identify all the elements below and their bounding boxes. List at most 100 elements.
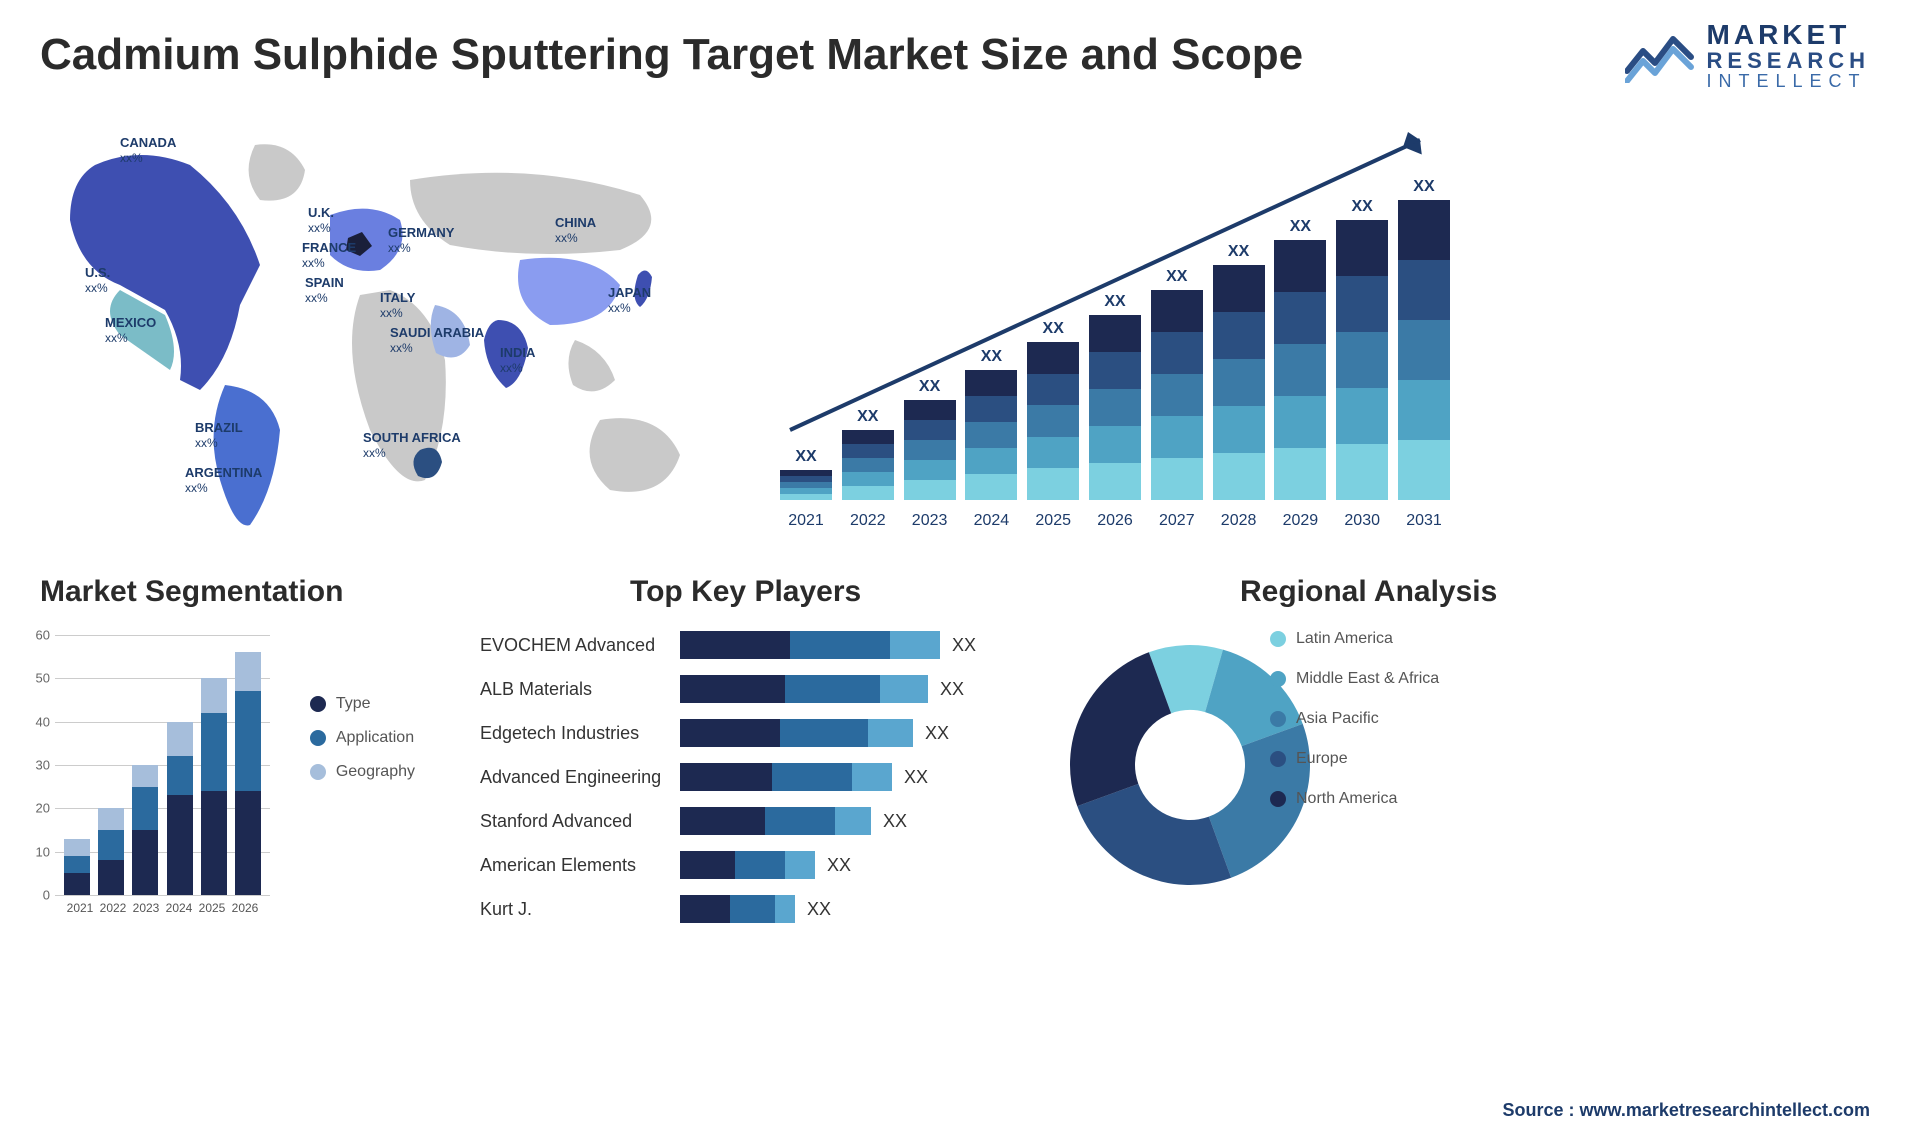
seg-bar <box>201 678 227 895</box>
growth-xtick: 2028 <box>1213 512 1265 530</box>
seg-xtick: 2025 <box>195 901 229 915</box>
growth-bar: XX <box>1151 268 1203 500</box>
seg-xtick: 2023 <box>129 901 163 915</box>
growth-bar: XX <box>1398 178 1450 500</box>
seg-xtick: 2024 <box>162 901 196 915</box>
growth-xtick: 2031 <box>1398 512 1450 530</box>
seg-bar <box>98 808 124 895</box>
seg-bar <box>64 839 90 895</box>
seg-ytick: 30 <box>20 758 50 773</box>
growth-chart: XX XX XX XX XX XX XX XX XX XX XX 2021 2022 2023 2024 2… <box>780 130 1450 530</box>
world-map: CANADAxx% U.S.xx% MEXICOxx% BRAZILxx% ARGENT… <box>30 110 730 550</box>
keyplayer-value: XX <box>925 723 949 744</box>
segmentation-chart: 0102030405060 202120222023202420252026 T… <box>20 625 420 925</box>
growth-bar: XX <box>1027 320 1079 500</box>
keyplayer-label: EVOCHEM Advanced <box>480 635 680 656</box>
keyplayer-row: Edgetech Industries XX <box>480 713 1000 753</box>
seg-xtick: 2026 <box>228 901 262 915</box>
seg-legend-item: Application <box>310 729 415 747</box>
growth-xtick: 2024 <box>965 512 1017 530</box>
seg-bar <box>235 652 261 895</box>
keyplayer-label: Kurt J. <box>480 899 680 920</box>
growth-bar-value: XX <box>1166 268 1187 286</box>
map-label: GERMANYxx% <box>388 225 454 255</box>
keyplayer-value: XX <box>952 635 976 656</box>
keyplayer-row: Advanced Engineering XX <box>480 757 1000 797</box>
growth-bar-value: XX <box>1228 243 1249 261</box>
seg-ytick: 10 <box>20 844 50 859</box>
keyplayers-chart: EVOCHEM AdvancedXXALB MaterialsXXEdgetec… <box>480 625 1000 965</box>
growth-bar-value: XX <box>1104 293 1125 311</box>
growth-bar-value: XX <box>1352 198 1373 216</box>
growth-bar-value: XX <box>919 378 940 396</box>
seg-ytick: 60 <box>20 628 50 643</box>
seg-ytick: 20 <box>20 801 50 816</box>
growth-bar: XX <box>1089 293 1141 500</box>
regional-legend-item: Middle East & Africa <box>1270 670 1439 688</box>
map-label: ARGENTINAxx% <box>185 465 262 495</box>
keyplayer-row: American ElementsXX <box>480 845 1000 885</box>
keyplayer-value: XX <box>904 767 928 788</box>
growth-xtick: 2026 <box>1089 512 1141 530</box>
growth-bar: XX <box>842 408 894 500</box>
map-label: U.K.xx% <box>308 205 334 235</box>
growth-bar-value: XX <box>1413 178 1434 196</box>
section-title-regional: Regional Analysis <box>1240 575 1497 609</box>
growth-xtick: 2030 <box>1336 512 1388 530</box>
map-label: ITALYxx% <box>380 290 415 320</box>
map-label: CANADAxx% <box>120 135 176 165</box>
map-label: FRANCExx% <box>302 240 356 270</box>
growth-bar: XX <box>1336 198 1388 500</box>
keyplayer-label: American Elements <box>480 855 680 876</box>
regional-legend-item: Asia Pacific <box>1270 710 1439 728</box>
growth-xtick: 2023 <box>904 512 956 530</box>
keyplayer-label: Advanced Engineering <box>480 767 680 788</box>
keyplayer-label: Edgetech Industries <box>480 723 680 744</box>
seg-legend-item: Type <box>310 695 415 713</box>
map-label: U.S.xx% <box>85 265 110 295</box>
regional-legend-item: Europe <box>1270 750 1439 768</box>
growth-bar: XX <box>965 348 1017 500</box>
keyplayer-value: XX <box>940 679 964 700</box>
seg-xtick: 2022 <box>96 901 130 915</box>
growth-xtick: 2025 <box>1027 512 1079 530</box>
seg-ytick: 50 <box>20 671 50 686</box>
logo-icon <box>1625 29 1695 83</box>
growth-bar: XX <box>1213 243 1265 500</box>
seg-xtick: 2021 <box>63 901 97 915</box>
donut-slice <box>1070 652 1171 806</box>
growth-bar-value: XX <box>1290 218 1311 236</box>
keyplayer-row: Kurt J.XX <box>480 889 1000 929</box>
keyplayer-row: ALB MaterialsXX <box>480 669 1000 709</box>
map-label: CHINAxx% <box>555 215 596 245</box>
growth-bar-value: XX <box>981 348 1002 366</box>
brand-logo: MARKET RESEARCH INTELLECT <box>1625 20 1870 91</box>
growth-bar-value: XX <box>795 448 816 466</box>
map-label: JAPANxx% <box>608 285 651 315</box>
growth-bar-value: XX <box>1043 320 1064 338</box>
logo-line1: MARKET <box>1707 20 1870 49</box>
seg-legend-item: Geography <box>310 763 415 781</box>
growth-bar: XX <box>1274 218 1326 500</box>
regional-legend: Latin America Middle East & Africa Asia Pa… <box>1270 630 1439 808</box>
map-label: INDIAxx% <box>500 345 535 375</box>
keyplayer-row: Stanford AdvancedXX <box>480 801 1000 841</box>
map-label: SPAINxx% <box>305 275 344 305</box>
regional-legend-item: Latin America <box>1270 630 1439 648</box>
growth-bar: XX <box>780 448 832 500</box>
map-label: SAUDI ARABIAxx% <box>390 325 484 355</box>
seg-bar <box>132 765 158 895</box>
source-line: Source : www.marketresearchintellect.com <box>1503 1100 1870 1121</box>
logo-line2: RESEARCH <box>1707 49 1870 72</box>
segmentation-legend: Type Application Geography <box>310 695 415 781</box>
map-label: BRAZILxx% <box>195 420 243 450</box>
section-title-keyplayers: Top Key Players <box>630 575 861 609</box>
growth-xtick: 2027 <box>1151 512 1203 530</box>
seg-bar <box>167 722 193 895</box>
growth-xtick: 2021 <box>780 512 832 530</box>
growth-xtick: 2029 <box>1274 512 1326 530</box>
growth-bar-value: XX <box>857 408 878 426</box>
growth-xtick: 2022 <box>842 512 894 530</box>
donut-slice <box>1077 784 1231 885</box>
map-label: MEXICOxx% <box>105 315 156 345</box>
